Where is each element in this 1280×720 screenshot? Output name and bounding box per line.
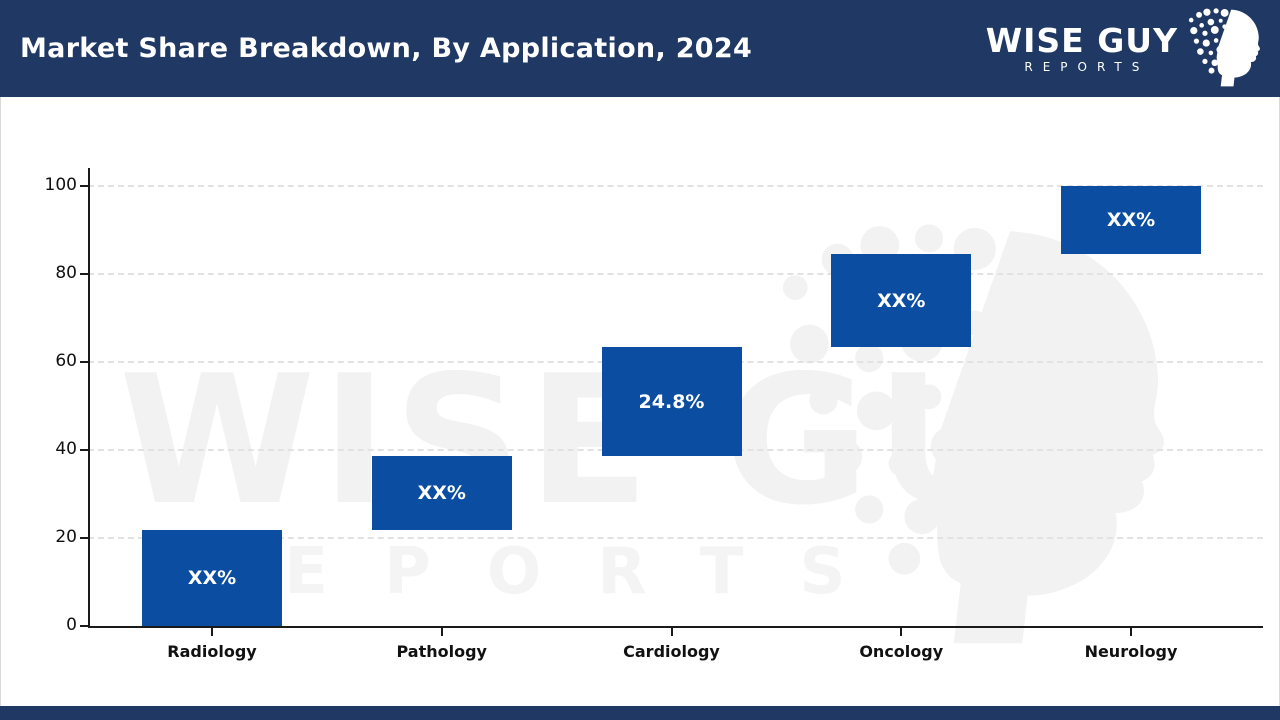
watermark-reports-text: REPORTS (179, 535, 902, 609)
bar-segment: XX% (142, 530, 282, 626)
bar-segment: XX% (371, 456, 512, 531)
bar-value-label: XX% (1106, 209, 1156, 232)
wiseguy-logo: WISE GUY REPORTS (986, 7, 1280, 91)
gridline (88, 537, 1263, 539)
bar-value-label: 24.8% (638, 390, 705, 413)
gridline (88, 185, 1263, 187)
y-axis-tick-label: 40 (55, 439, 77, 459)
x-axis-category-label: Oncology (859, 642, 944, 661)
footer-bar (0, 706, 1280, 720)
chart-title: Market Share Breakdown, By Application, … (20, 33, 753, 64)
y-axis-line (88, 168, 90, 628)
x-tick-mark (211, 628, 213, 636)
x-axis-line (88, 626, 1263, 628)
y-axis-tick-label: 20 (55, 527, 77, 547)
y-axis-tick-label: 80 (55, 263, 77, 283)
bar-segment: XX% (1061, 186, 1201, 255)
y-axis-tick-label: 100 (44, 175, 77, 195)
y-tick-mark (80, 625, 88, 627)
bar-value-label: XX% (187, 567, 237, 590)
y-tick-mark (80, 537, 88, 539)
logo-name-label: WISE GUY (985, 20, 1178, 60)
bar-value-label: XX% (877, 289, 926, 312)
y-tick-mark (80, 361, 88, 363)
plot-area: WISE GUY REPORTS 020406080100XX%Radiolog… (0, 97, 1280, 706)
y-tick-mark (80, 449, 88, 451)
y-tick-mark (80, 185, 88, 187)
gridline (88, 273, 1263, 275)
wiseguy-face-icon (1182, 7, 1264, 91)
logo-reports-label: REPORTS (1024, 59, 1150, 74)
x-tick-mark (440, 628, 443, 636)
x-tick-mark (670, 628, 673, 636)
y-axis-tick-label: 0 (66, 615, 77, 635)
x-tick-mark (900, 628, 903, 636)
x-axis-category-label: Pathology (396, 642, 487, 661)
x-tick-mark (1130, 628, 1132, 636)
wiseguy-logo-text: WISE GUY REPORTS (986, 24, 1178, 74)
x-axis-category-label: Cardiology (623, 642, 720, 661)
x-axis-category-label: Neurology (1084, 642, 1178, 661)
bar-value-label: XX% (417, 482, 466, 505)
bar-segment: XX% (831, 254, 972, 348)
bar-segment: 24.8% (601, 347, 742, 457)
y-axis-tick-label: 60 (55, 351, 77, 371)
x-axis-category-label: Radiology (167, 642, 257, 661)
header-bar: Market Share Breakdown, By Application, … (0, 0, 1280, 97)
y-tick-mark (80, 273, 88, 275)
